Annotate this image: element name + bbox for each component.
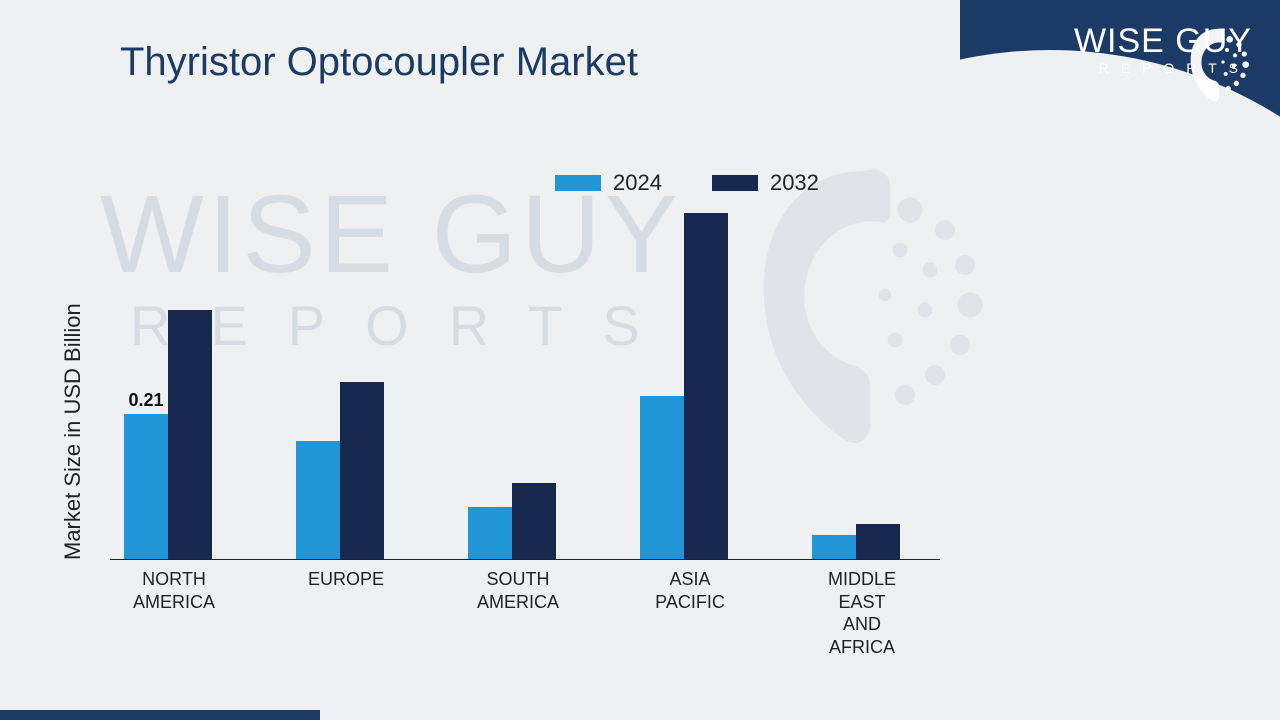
category-label: ASIAPACIFIC <box>615 568 765 613</box>
bar <box>640 396 684 559</box>
chart-title: Thyristor Optocoupler Market <box>120 40 638 85</box>
bar <box>684 213 728 559</box>
legend-item-2032: 2032 <box>712 170 819 196</box>
y-axis-label: Market Size in USD Billion <box>60 303 86 560</box>
brand-name: WISE GUY <box>1074 24 1252 58</box>
legend-swatch-2032 <box>712 175 758 191</box>
legend-item-2024: 2024 <box>555 170 662 196</box>
bar <box>856 524 900 559</box>
bar-value-label: 0.21 <box>128 390 163 411</box>
bar <box>812 535 856 559</box>
plot-area: 0.21 <box>110 200 940 560</box>
legend: 2024 2032 <box>555 170 819 196</box>
category-label: MIDDLEEASTANDAFRICA <box>787 568 937 658</box>
stage: WISE GUY REPORTS WISE GUY REPORTS Thyris… <box>0 0 1280 720</box>
bar <box>296 441 340 559</box>
bar <box>124 414 168 559</box>
legend-label-2024: 2024 <box>613 170 662 196</box>
bar <box>512 483 556 559</box>
bar <box>168 310 212 559</box>
brand-logo: WISE GUY REPORTS <box>1074 24 1252 77</box>
legend-label-2032: 2032 <box>770 170 819 196</box>
bar <box>340 382 384 559</box>
bottom-accent-bar <box>0 710 320 720</box>
bar <box>468 507 512 559</box>
category-label: NORTHAMERICA <box>99 568 249 613</box>
x-axis-line <box>110 559 940 560</box>
category-label: SOUTHAMERICA <box>443 568 593 613</box>
legend-swatch-2024 <box>555 175 601 191</box>
brand-subtitle: REPORTS <box>1074 60 1252 77</box>
category-label: EUROPE <box>271 568 421 591</box>
